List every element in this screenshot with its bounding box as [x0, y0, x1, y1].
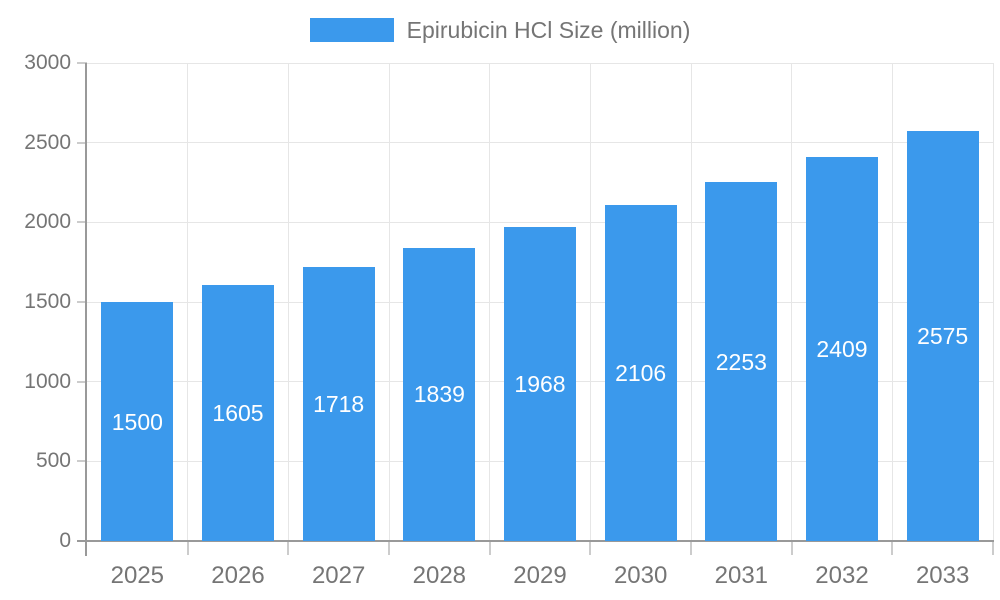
x-axis-tick	[287, 541, 290, 555]
x-axis-tick	[388, 541, 390, 555]
bar-value-label: 2253	[715, 348, 767, 375]
bar-value-label: 2409	[816, 336, 868, 363]
y-axis-label: 500	[35, 449, 71, 473]
y-axis-label: 2500	[24, 130, 71, 154]
bar-2029[interactable]	[504, 227, 576, 541]
bar-2025[interactable]	[101, 302, 174, 541]
bar-2031[interactable]	[705, 182, 778, 541]
bar-2027[interactable]	[302, 267, 375, 541]
bar-value-label: 1968	[514, 371, 566, 398]
x-axis-tick	[589, 541, 592, 555]
x-axis-tick	[790, 541, 793, 555]
bar-value-label: 1605	[212, 400, 264, 427]
y-axis-line	[85, 63, 87, 556]
legend-label[interactable]: Epirubicin HCl Size (million)	[406, 17, 691, 43]
x-gridline	[992, 63, 994, 541]
x-axis-line	[77, 540, 994, 542]
y-axis-tick	[77, 141, 87, 144]
bar-2028[interactable]	[403, 247, 476, 541]
bar-value-label: 1718	[313, 391, 365, 418]
bar-value-label: 2106	[615, 360, 667, 387]
x-axis-tick	[992, 541, 994, 555]
x-axis-label: 2027	[311, 562, 366, 589]
x-axis-label: 2025	[110, 562, 165, 589]
x-gridline	[187, 63, 189, 541]
x-axis-label: 2030	[613, 562, 668, 589]
x-axis-label: 2033	[915, 562, 970, 589]
legend-swatch[interactable]	[309, 18, 394, 42]
y-axis-label: 2000	[24, 210, 71, 234]
y-axis-label: 1500	[24, 290, 71, 313]
y-axis-label: 3000	[24, 51, 71, 74]
x-axis-label: 2029	[513, 562, 567, 589]
y-axis-tick	[77, 460, 87, 463]
x-gridline	[489, 63, 491, 541]
x-gridline	[287, 63, 289, 541]
x-axis-tick	[690, 541, 692, 555]
bar-value-label: 1500	[111, 408, 163, 435]
y-gridline	[87, 221, 993, 223]
y-gridline	[87, 142, 993, 144]
y-axis-tick	[77, 221, 87, 224]
bar-2026[interactable]	[202, 285, 274, 541]
y-axis-label: 1000	[24, 369, 71, 393]
x-axis-tick	[488, 541, 491, 555]
x-gridline	[690, 63, 692, 541]
x-gridline	[791, 63, 793, 541]
bar-2030[interactable]	[604, 205, 677, 541]
y-axis-tick	[77, 301, 87, 303]
bar-2033[interactable]	[906, 130, 979, 541]
y-axis-tick	[77, 380, 87, 383]
x-gridline	[589, 63, 591, 541]
y-axis-tick	[77, 62, 87, 64]
y-axis-label: 0	[59, 529, 71, 552]
x-axis-tick	[186, 541, 189, 555]
x-gridline	[891, 63, 893, 541]
x-axis-tick	[891, 541, 894, 555]
x-axis-label: 2026	[211, 562, 265, 589]
x-axis-label: 2031	[714, 562, 769, 589]
x-axis-label: 2028	[412, 562, 467, 589]
y-gridline	[87, 62, 993, 64]
legend[interactable]: Epirubicin HCl Size (million)	[0, 16, 1000, 44]
bar-2032[interactable]	[806, 157, 878, 541]
x-axis-label: 2032	[815, 562, 869, 589]
bar-value-label: 2575	[917, 322, 969, 349]
x-gridline	[388, 63, 390, 541]
bar-value-label: 1839	[413, 381, 465, 408]
